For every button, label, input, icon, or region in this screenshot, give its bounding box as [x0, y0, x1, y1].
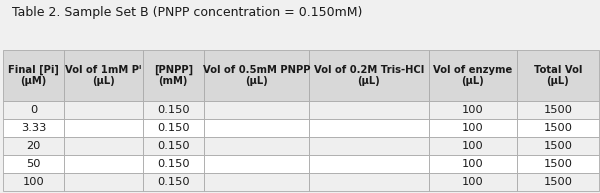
Bar: [64, 50, 143, 101]
Bar: [64, 119, 143, 137]
Bar: [143, 137, 204, 155]
Bar: [517, 50, 599, 101]
Bar: [517, 101, 599, 119]
Text: 20: 20: [26, 141, 41, 151]
Bar: [143, 50, 204, 101]
Bar: [143, 173, 204, 191]
Bar: [3, 101, 64, 119]
Bar: [204, 50, 310, 101]
Bar: [517, 137, 599, 155]
Bar: [517, 173, 599, 191]
Bar: [428, 155, 517, 173]
Bar: [3, 137, 64, 155]
Bar: [3, 119, 64, 137]
Bar: [428, 50, 517, 101]
Bar: [204, 137, 310, 155]
Bar: [3, 155, 64, 173]
Bar: [64, 173, 143, 191]
Text: 100: 100: [462, 123, 484, 133]
Bar: [204, 119, 310, 137]
Bar: [143, 101, 204, 119]
Text: Table 2. Sample Set B (PNPP concentration = 0.150mM): Table 2. Sample Set B (PNPP concentratio…: [12, 6, 362, 19]
Text: 3.33: 3.33: [21, 123, 46, 133]
Text: 50: 50: [26, 159, 41, 169]
Bar: [428, 101, 517, 119]
Bar: [517, 155, 599, 173]
Text: Vol of 0.2M Tris-HCl
(μL): Vol of 0.2M Tris-HCl (μL): [314, 65, 424, 86]
Bar: [204, 173, 310, 191]
Bar: [143, 119, 204, 137]
Text: [PNPP]
(mM): [PNPP] (mM): [154, 65, 193, 86]
Bar: [310, 137, 428, 155]
Bar: [310, 50, 428, 101]
Text: 0.150: 0.150: [157, 177, 190, 187]
Text: 0.150: 0.150: [157, 141, 190, 151]
Bar: [428, 119, 517, 137]
Bar: [310, 155, 428, 173]
Bar: [428, 173, 517, 191]
Bar: [64, 101, 143, 119]
Text: Vol of 1mM Pᴵ
(μL): Vol of 1mM Pᴵ (μL): [65, 65, 142, 86]
Text: 100: 100: [462, 177, 484, 187]
Text: 100: 100: [462, 105, 484, 115]
Text: 0.150: 0.150: [157, 105, 190, 115]
Bar: [204, 101, 310, 119]
Text: 100: 100: [23, 177, 44, 187]
Text: 100: 100: [462, 141, 484, 151]
Text: 1500: 1500: [544, 159, 572, 169]
Text: 1500: 1500: [544, 177, 572, 187]
Text: 1500: 1500: [544, 141, 572, 151]
Bar: [310, 119, 428, 137]
Text: 0.150: 0.150: [157, 159, 190, 169]
Bar: [64, 155, 143, 173]
Bar: [517, 119, 599, 137]
Bar: [143, 155, 204, 173]
Bar: [3, 173, 64, 191]
Text: Vol of enzyme
(μL): Vol of enzyme (μL): [433, 65, 512, 86]
Bar: [428, 137, 517, 155]
Text: 1500: 1500: [544, 123, 572, 133]
Bar: [310, 101, 428, 119]
Text: 0.150: 0.150: [157, 123, 190, 133]
Text: 1500: 1500: [544, 105, 572, 115]
Text: 100: 100: [462, 159, 484, 169]
Text: 0: 0: [30, 105, 37, 115]
Text: Final [Pi]
(μM): Final [Pi] (μM): [8, 65, 59, 86]
Bar: [204, 155, 310, 173]
Bar: [3, 50, 64, 101]
Text: Total Vol
(μL): Total Vol (μL): [534, 65, 582, 86]
Bar: [64, 137, 143, 155]
Text: Vol of 0.5mM PNPP
(μL): Vol of 0.5mM PNPP (μL): [203, 65, 310, 86]
Bar: [310, 173, 428, 191]
